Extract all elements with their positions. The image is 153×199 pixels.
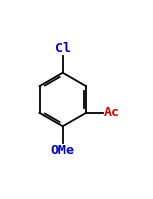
Text: Cl: Cl (55, 42, 71, 55)
Text: OMe: OMe (51, 144, 75, 157)
Text: Ac: Ac (104, 106, 119, 119)
